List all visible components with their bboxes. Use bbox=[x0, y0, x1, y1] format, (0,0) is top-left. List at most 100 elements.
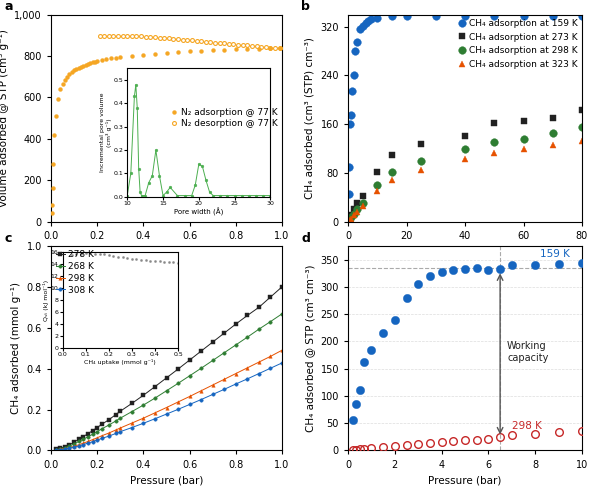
308 K bbox=[94, 437, 101, 443]
N₂ adsorption @ 77 K bbox=[221, 47, 228, 53]
278 K bbox=[117, 408, 124, 414]
N₂ desorption @ 77 K bbox=[115, 33, 122, 38]
X-axis label: Pressure (bar): Pressure (bar) bbox=[428, 246, 502, 256]
CH₄ adsorption at 159 K bbox=[432, 13, 439, 19]
N₂ adsorption @ 77 K bbox=[49, 186, 56, 191]
268 K bbox=[175, 380, 182, 386]
308 K bbox=[105, 433, 112, 439]
N₂ desorption @ 77 K bbox=[193, 38, 200, 44]
N₂ desorption @ 77 K bbox=[202, 39, 209, 45]
308 K bbox=[186, 401, 193, 407]
N₂ adsorption @ 77 K bbox=[85, 61, 92, 67]
Text: c: c bbox=[5, 232, 12, 245]
308 K bbox=[175, 407, 182, 412]
CH₄ adsorption at 298 K bbox=[549, 130, 556, 135]
CH₄ adsorption at 159 K bbox=[352, 48, 359, 54]
CH₄ adsorption at 159 K bbox=[362, 19, 369, 25]
N₂ desorption @ 77 K bbox=[179, 37, 186, 42]
308 K bbox=[128, 425, 136, 431]
278 K bbox=[221, 330, 228, 336]
N₂ desorption @ 77 K bbox=[101, 33, 108, 38]
278 K bbox=[232, 321, 239, 327]
N₂ adsorption @ 77 K bbox=[51, 131, 58, 137]
268 K bbox=[140, 402, 147, 408]
308 K bbox=[197, 396, 205, 402]
CH₄ adsorption at 298 K bbox=[346, 217, 353, 223]
CH₄ adsorption at 298 K bbox=[353, 206, 361, 212]
298 K bbox=[278, 347, 286, 353]
308 K bbox=[163, 411, 170, 417]
CH₄ adsorption at 273 K bbox=[345, 217, 352, 223]
268 K bbox=[56, 446, 64, 452]
CH₄ adsorption at 159 K bbox=[359, 22, 366, 28]
268 K bbox=[186, 373, 193, 379]
CH₄ adsorption at 298 K bbox=[461, 146, 469, 151]
308 K bbox=[278, 360, 286, 366]
N₂ desorption @ 77 K bbox=[147, 34, 154, 40]
N₂ desorption @ 77 K bbox=[230, 41, 237, 47]
Y-axis label: CH₄ adsorbed @ STP (cm³ cm⁻³): CH₄ adsorbed @ STP (cm³ cm⁻³) bbox=[305, 264, 315, 432]
N₂ desorption @ 77 K bbox=[216, 40, 223, 46]
N₂ desorption @ 77 K bbox=[119, 33, 126, 38]
CH₄ adsorption at 159 K bbox=[388, 13, 395, 19]
X-axis label: Relative pressure (P/P₀): Relative pressure (P/P₀) bbox=[106, 246, 227, 256]
308 K bbox=[61, 446, 68, 452]
298 K bbox=[151, 410, 158, 416]
N₂ desorption @ 77 K bbox=[221, 40, 228, 46]
308 K bbox=[75, 443, 82, 449]
268 K bbox=[80, 436, 87, 442]
N₂ adsorption @ 77 K bbox=[117, 55, 124, 60]
N₂ adsorption @ 77 K bbox=[86, 60, 94, 66]
N₂ desorption @ 77 K bbox=[151, 35, 158, 40]
CH₄ adsorption at 159 K bbox=[365, 18, 372, 23]
CH₄ adsorption at 159 K bbox=[349, 88, 356, 94]
N₂ adsorption @ 77 K bbox=[186, 48, 193, 54]
Line: N₂ adsorption @ 77 K: N₂ adsorption @ 77 K bbox=[50, 46, 281, 215]
CH₄ adsorption at 273 K bbox=[578, 107, 586, 113]
278 K bbox=[186, 357, 193, 363]
N₂ adsorption @ 77 K bbox=[80, 63, 87, 69]
298 K bbox=[267, 354, 274, 359]
268 K bbox=[105, 422, 112, 428]
N₂ adsorption @ 77 K bbox=[128, 53, 136, 59]
N₂ adsorption @ 77 K bbox=[244, 46, 251, 52]
N₂ adsorption @ 77 K bbox=[175, 49, 182, 55]
CH₄ adsorption at 273 K bbox=[388, 152, 395, 158]
CH₄ adsorption at 298 K bbox=[359, 201, 366, 206]
N₂ adsorption @ 77 K bbox=[94, 58, 101, 64]
CH₄ adsorption at 323 K bbox=[345, 218, 352, 224]
Text: Working
capacity: Working capacity bbox=[507, 341, 548, 363]
268 K bbox=[75, 439, 82, 445]
N₂ adsorption @ 77 K bbox=[77, 64, 85, 70]
N₂ adsorption @ 77 K bbox=[140, 52, 147, 57]
N₂ adsorption @ 77 K bbox=[61, 77, 68, 83]
Legend: N₂ adsorption @ 77 K, N₂ desorption @ 77 K: N₂ adsorption @ 77 K, N₂ desorption @ 77… bbox=[170, 108, 277, 129]
Legend: 278 K, 268 K, 298 K, 308 K: 278 K, 268 K, 298 K, 308 K bbox=[56, 250, 94, 295]
N₂ desorption @ 77 K bbox=[197, 38, 205, 44]
CH₄ adsorption at 159 K bbox=[491, 13, 498, 19]
Text: 298 K: 298 K bbox=[512, 421, 542, 431]
Y-axis label: CH₄ adsorbed (mmol g⁻¹): CH₄ adsorbed (mmol g⁻¹) bbox=[11, 282, 21, 414]
268 K bbox=[94, 429, 101, 434]
298 K bbox=[256, 359, 263, 365]
CH₄ adsorption at 323 K bbox=[578, 138, 586, 144]
CH₄ adsorption at 273 K bbox=[359, 193, 366, 199]
298 K bbox=[94, 435, 101, 441]
N₂ adsorption @ 77 K bbox=[163, 50, 170, 56]
N₂ adsorption @ 77 K bbox=[267, 45, 274, 51]
N₂ desorption @ 77 K bbox=[253, 43, 260, 49]
CH₄ adsorption at 273 K bbox=[418, 141, 425, 147]
N₂ adsorption @ 77 K bbox=[89, 59, 96, 65]
N₂ desorption @ 77 K bbox=[142, 34, 149, 39]
N₂ desorption @ 77 K bbox=[239, 42, 247, 48]
298 K bbox=[112, 427, 119, 433]
298 K bbox=[221, 376, 228, 382]
CH₄ adsorption at 298 K bbox=[347, 214, 355, 220]
298 K bbox=[128, 420, 136, 426]
CH₄ adsorption at 298 K bbox=[374, 182, 381, 188]
N₂ adsorption @ 77 K bbox=[48, 210, 55, 216]
CH₄ adsorption at 273 K bbox=[374, 169, 381, 175]
308 K bbox=[256, 371, 263, 376]
N₂ adsorption @ 77 K bbox=[59, 81, 66, 87]
N₂ desorption @ 77 K bbox=[244, 42, 251, 48]
